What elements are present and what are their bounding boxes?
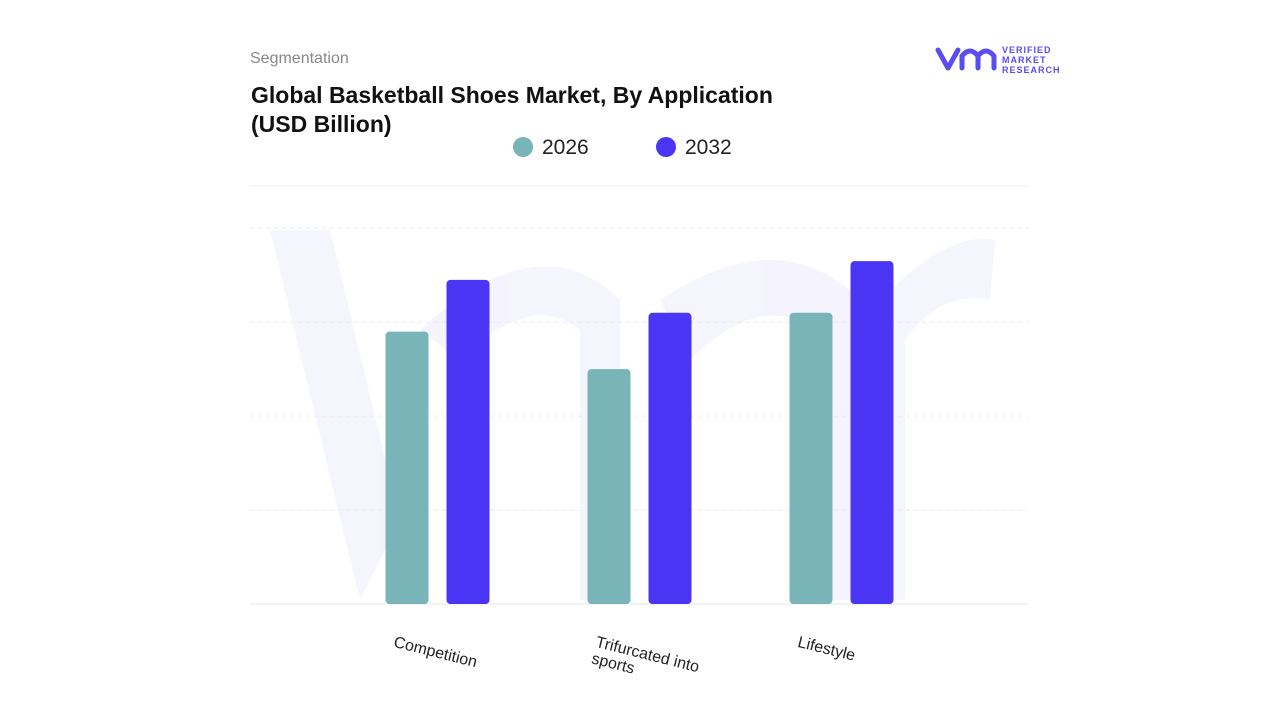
brand-text: MARKET: [1002, 55, 1047, 65]
legend-label: 2026: [542, 136, 589, 159]
chart-title: Global Basketball Shoes Market, By Appli…: [251, 82, 773, 137]
bar: [385, 331, 429, 604]
brand-text: VERIFIED: [1002, 45, 1052, 55]
bar: [789, 312, 833, 604]
bar: [648, 312, 692, 604]
brand-text: RESEARCH: [1002, 65, 1061, 75]
bar: [446, 279, 490, 604]
bar: [587, 369, 631, 604]
legend-swatch: [656, 137, 676, 157]
legend-swatch: [513, 137, 533, 157]
legend-label: 2032: [685, 136, 732, 159]
logo: [935, 47, 997, 71]
section-label: Segmentation: [250, 50, 349, 67]
bar: [850, 261, 894, 604]
